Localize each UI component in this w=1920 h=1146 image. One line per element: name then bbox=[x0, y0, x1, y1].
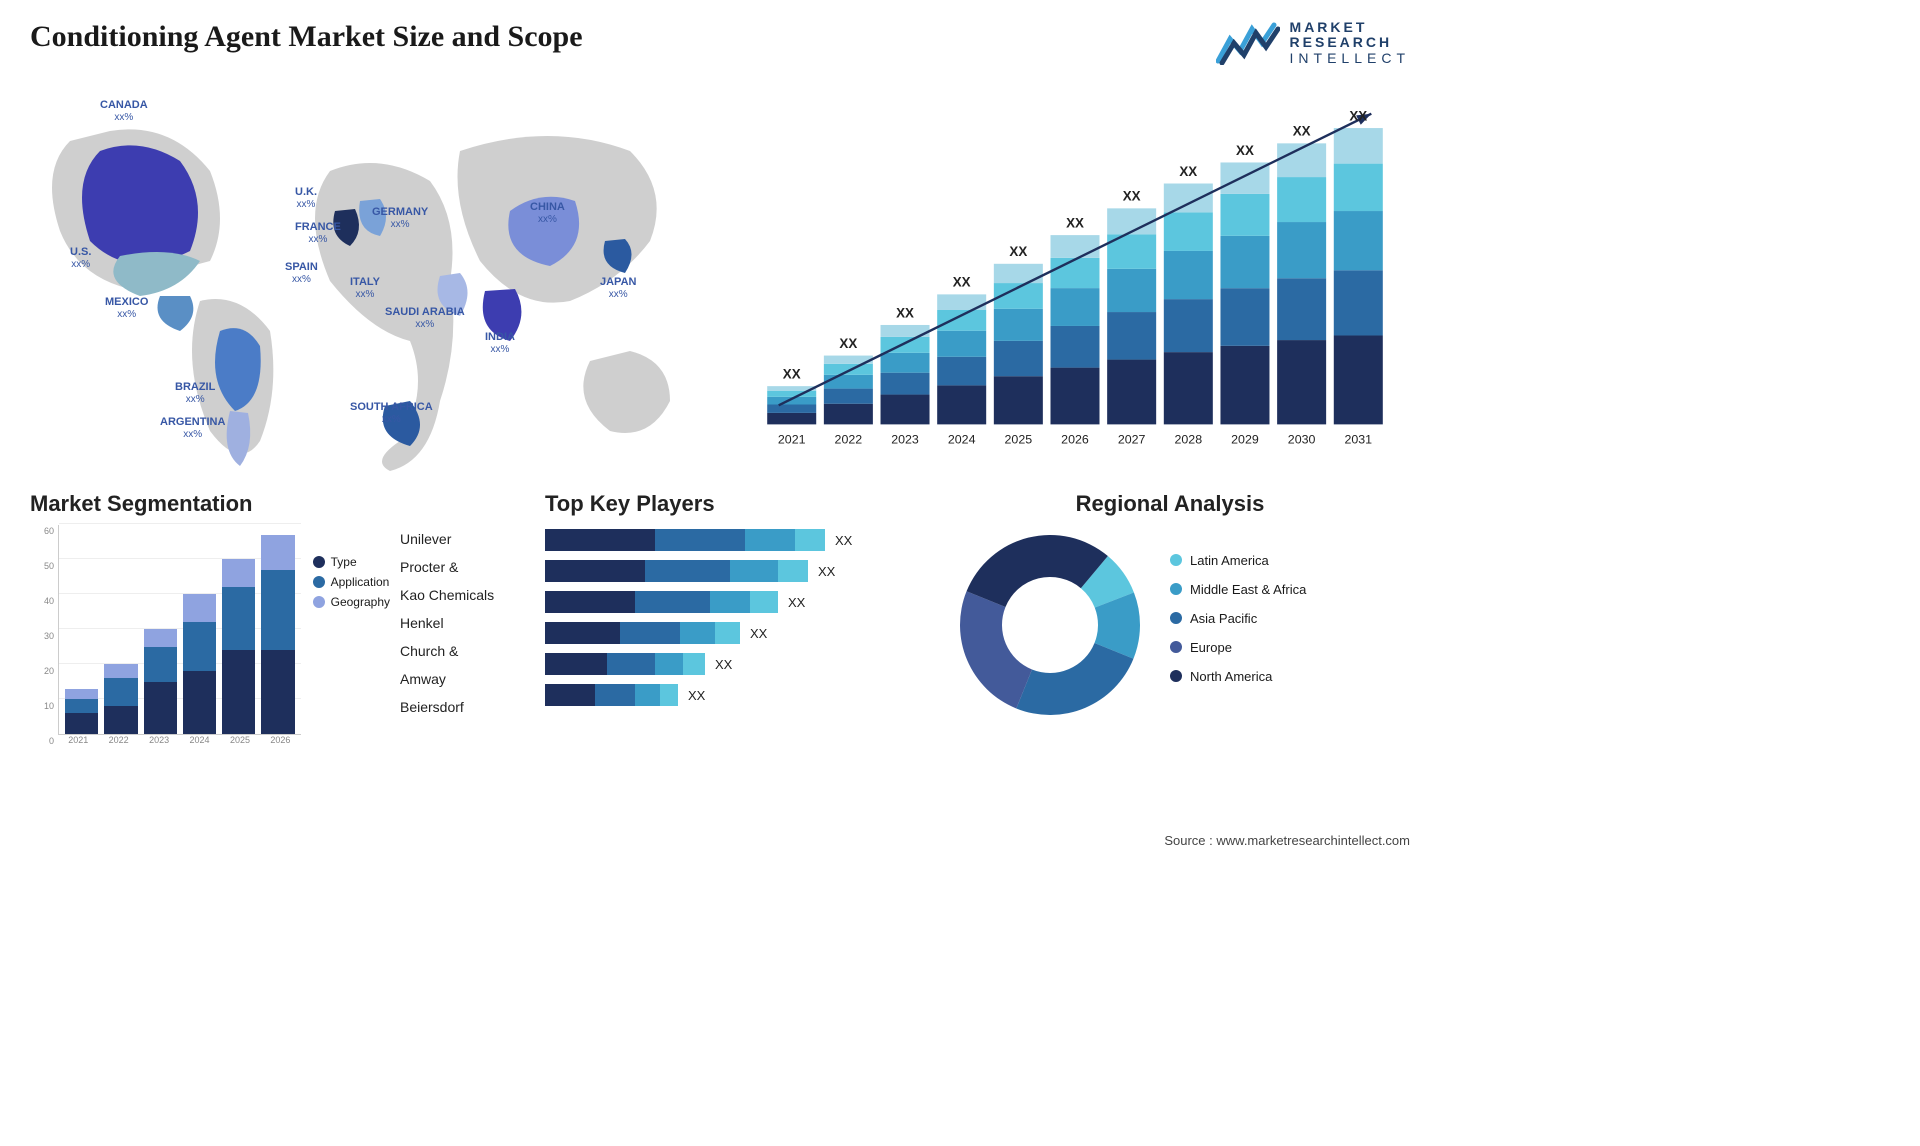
legend-item: Latin America bbox=[1170, 553, 1306, 568]
svg-text:XX: XX bbox=[1293, 124, 1311, 139]
svg-text:2026: 2026 bbox=[1061, 433, 1089, 447]
legend-item: Type bbox=[313, 555, 390, 569]
svg-text:2023: 2023 bbox=[891, 433, 919, 447]
map-label: U.S.xx% bbox=[70, 246, 91, 270]
svg-text:2025: 2025 bbox=[1005, 433, 1033, 447]
regional-legend: Latin America Middle East & Africa Asia Pa… bbox=[1170, 553, 1306, 698]
segmentation-bar bbox=[183, 594, 216, 734]
legend-item: Asia Pacific bbox=[1170, 611, 1306, 626]
logo-mark-icon bbox=[1216, 21, 1280, 65]
player-bar-row: XX bbox=[545, 622, 940, 644]
logo-text-2: RESEARCH bbox=[1290, 35, 1410, 50]
map-label: U.K.xx% bbox=[295, 186, 317, 210]
svg-text:XX: XX bbox=[1123, 189, 1141, 204]
svg-text:XX: XX bbox=[953, 275, 971, 290]
segmentation-bar bbox=[65, 689, 98, 735]
segmentation-bar bbox=[261, 535, 294, 735]
segmentation-bar bbox=[144, 629, 177, 734]
player-name: Church & bbox=[400, 637, 530, 665]
page-title: Conditioning Agent Market Size and Scope bbox=[30, 20, 583, 54]
svg-text:2024: 2024 bbox=[948, 433, 976, 447]
svg-text:2031: 2031 bbox=[1344, 433, 1372, 447]
svg-text:2022: 2022 bbox=[835, 433, 863, 447]
legend-item: Geography bbox=[313, 595, 390, 609]
logo-text-3: INTELLECT bbox=[1290, 51, 1410, 66]
player-name: Unilever bbox=[400, 525, 530, 553]
map-label: GERMANYxx% bbox=[372, 206, 428, 230]
player-bar-row: XX bbox=[545, 591, 940, 613]
map-label: ARGENTINAxx% bbox=[160, 416, 225, 440]
svg-text:XX: XX bbox=[1236, 143, 1254, 158]
legend-item: Application bbox=[313, 575, 390, 589]
segmentation-bar bbox=[222, 559, 255, 734]
map-label: JAPANxx% bbox=[600, 276, 636, 300]
brand-logo: MARKET RESEARCH INTELLECT bbox=[1216, 20, 1410, 66]
map-label: MEXICOxx% bbox=[105, 296, 148, 320]
growth-bar-chart: 2021 2022 2023 2024 2025 2026 2027 2028 2029 2030… bbox=[750, 81, 1400, 481]
map-label: CHINAxx% bbox=[530, 201, 565, 225]
legend-item: Middle East & Africa bbox=[1170, 582, 1306, 597]
player-name: Kao Chemicals bbox=[400, 581, 530, 609]
player-name: Beiersdorf bbox=[400, 693, 530, 721]
players-panel: UnileverProcter &Kao ChemicalsHenkelChur… bbox=[400, 525, 940, 721]
player-bar-row: XX bbox=[545, 529, 940, 551]
segmentation-legend: Type Application Geography bbox=[313, 555, 390, 745]
map-label: SOUTH AFRICAxx% bbox=[350, 401, 433, 425]
segmentation-title: Market Segmentation bbox=[30, 491, 390, 517]
player-name: Henkel bbox=[400, 609, 530, 637]
legend-item: North America bbox=[1170, 669, 1306, 684]
map-label: BRAZILxx% bbox=[175, 381, 215, 405]
svg-text:XX: XX bbox=[783, 367, 801, 382]
regional-panel: Latin America Middle East & Africa Asia Pa… bbox=[950, 525, 1390, 725]
players-bar-chart: XX XX XX XX XX XX bbox=[545, 525, 940, 721]
player-bar-row: XX bbox=[545, 684, 940, 706]
svg-text:XX: XX bbox=[1349, 109, 1367, 124]
map-label: SPAINxx% bbox=[285, 261, 318, 285]
regional-title: Regional Analysis bbox=[950, 491, 1390, 517]
source-attribution: Source : www.marketresearchintellect.com bbox=[1164, 833, 1410, 848]
svg-text:XX: XX bbox=[896, 305, 914, 320]
svg-text:2027: 2027 bbox=[1118, 433, 1146, 447]
map-label: SAUDI ARABIAxx% bbox=[385, 306, 465, 330]
svg-text:XX: XX bbox=[1179, 164, 1197, 179]
svg-text:2029: 2029 bbox=[1231, 433, 1259, 447]
regional-donut-chart bbox=[950, 525, 1150, 725]
player-bar-row: XX bbox=[545, 653, 940, 675]
player-name: Procter & bbox=[400, 553, 530, 581]
svg-text:2021: 2021 bbox=[778, 433, 806, 447]
segmentation-bar bbox=[104, 664, 137, 734]
player-name: Amway bbox=[400, 665, 530, 693]
svg-text:XX: XX bbox=[839, 336, 857, 351]
players-title: Top Key Players bbox=[545, 491, 940, 517]
svg-text:2030: 2030 bbox=[1288, 433, 1316, 447]
map-label: CANADAxx% bbox=[100, 99, 148, 123]
svg-text:2028: 2028 bbox=[1175, 433, 1203, 447]
map-label: FRANCExx% bbox=[295, 221, 341, 245]
segmentation-chart: 0102030405060 bbox=[30, 525, 301, 735]
growth-chart-panel: 2021 2022 2023 2024 2025 2026 2027 2028 2029 2030… bbox=[710, 81, 1410, 481]
map-label: INDIAxx% bbox=[485, 331, 515, 355]
world-map-panel: CANADAxx% U.S.xx% MEXICOxx% BRAZILxx% ARGENT… bbox=[30, 81, 710, 481]
svg-text:XX: XX bbox=[1009, 244, 1027, 259]
logo-text-1: MARKET bbox=[1290, 20, 1410, 35]
player-bar-row: XX bbox=[545, 560, 940, 582]
svg-text:XX: XX bbox=[1066, 216, 1084, 231]
players-list: UnileverProcter &Kao ChemicalsHenkelChur… bbox=[400, 525, 530, 721]
map-label: ITALYxx% bbox=[350, 276, 380, 300]
legend-item: Europe bbox=[1170, 640, 1306, 655]
